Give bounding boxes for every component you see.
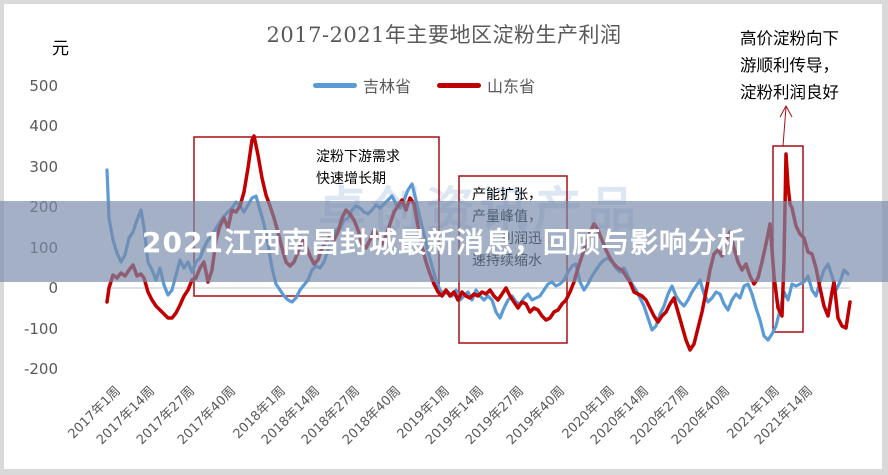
headline-text[interactable]: 2021江西南昌封城最新消息，回顾与影响分析 [142,226,746,259]
legend-swatch-shandong [437,82,482,88]
legend-swatch-jilin [313,82,357,88]
annotation-text-demand: 淀粉下游需求 快速增长期 [316,146,400,190]
y-tick: 400 [29,117,58,135]
annotation-line: 淀粉利润良好 [740,83,839,102]
annotation-line: 游顺利传导， [740,56,839,75]
y-tick: -100 [23,320,58,338]
y-tick: -200 [23,360,58,378]
legend-item-jilin[interactable]: 吉林省 [313,73,411,97]
annotation-line: 产能扩张， [472,187,542,203]
annotation-line: 高价淀粉向下 [740,29,839,48]
chart-title: 2017-2021年主要地区淀粉生产利润 [266,23,622,47]
legend-label-shandong: 山东省 [487,77,536,96]
arrow-up-icon [779,104,793,118]
y-axis-unit: 元 [52,39,69,59]
legend-item-shandong[interactable]: 山东省 [437,73,535,97]
y-tick: 500 [29,77,58,95]
y-tick: 0 [48,279,58,297]
legend-label-jilin: 吉林省 [363,77,412,96]
chart-legend: 吉林省 山东省 [313,73,561,97]
headline-banner [0,201,888,282]
annotation-line: 快速增长期 [316,171,386,187]
annotation-line: 淀粉下游需求 [316,149,400,165]
y-tick: 300 [29,158,58,176]
annotation-callout: 高价淀粉向下 游顺利传导， 淀粉利润良好 [740,25,839,106]
callout-arrow-line [782,106,787,147]
